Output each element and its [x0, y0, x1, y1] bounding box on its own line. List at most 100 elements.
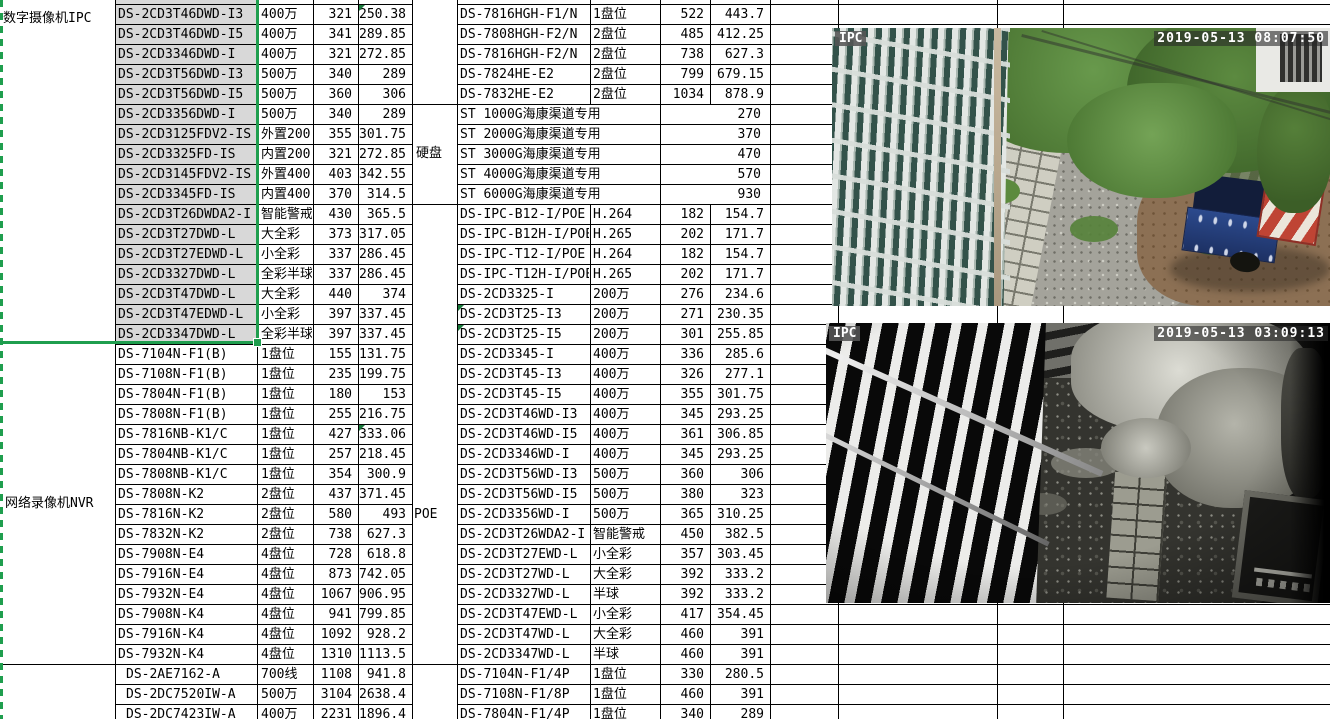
cell-price-net[interactable]: 289	[382, 67, 406, 82]
cell-price-dealer[interactable]: 427	[328, 427, 352, 442]
cell-price-dealer[interactable]: 460	[680, 687, 704, 702]
cell-price-net[interactable]: 306	[382, 87, 406, 102]
cell-price-dealer[interactable]: 397	[328, 307, 352, 322]
cell-price-dealer[interactable]: 235	[328, 367, 352, 382]
cell-price-net[interactable]: 878.9	[724, 87, 764, 102]
cell-model[interactable]: DS-7916N-E4	[118, 567, 205, 582]
cell-spec[interactable]: 内置200	[261, 147, 311, 162]
cell-spec[interactable]: 500万	[593, 487, 630, 502]
cell-price-net[interactable]: 286.45	[359, 247, 406, 262]
cell-spec[interactable]: 400万	[261, 7, 298, 22]
cell-price-net[interactable]: 627.3	[724, 47, 764, 62]
cell-price-dealer[interactable]: 360	[680, 467, 704, 482]
cell-price-net[interactable]: 293.25	[717, 407, 764, 422]
cell-model[interactable]: DS-7804N-F1/4P	[460, 707, 570, 719]
cell-price-net[interactable]: 391	[740, 627, 764, 642]
cell-price-net[interactable]: 285.6	[724, 347, 764, 362]
cell-price-dealer[interactable]: 3104	[320, 687, 352, 702]
cell-price-net[interactable]: 216.75	[359, 407, 406, 422]
cell-spec[interactable]: 400万	[593, 427, 630, 442]
cell-model[interactable]: DS-2CD3T47WD-L	[460, 627, 570, 642]
cell-price-net[interactable]: 391	[740, 687, 764, 702]
cell-model[interactable]: DS-7816NB-K1/C	[118, 427, 228, 442]
cell-price-dealer[interactable]: 485	[680, 27, 704, 42]
cell-price-net[interactable]: 382.5	[724, 527, 764, 542]
cell-price-net[interactable]: 218.45	[359, 447, 406, 462]
cell-price-net[interactable]: 280.5	[724, 667, 764, 682]
cell-price-dealer[interactable]: 180	[328, 387, 352, 402]
cell-price-net[interactable]: 337.45	[359, 327, 406, 342]
cell-price-dealer[interactable]: 450	[680, 527, 704, 542]
selection-border-left[interactable]	[0, 0, 3, 719]
cell-spec[interactable]: 400万	[261, 47, 298, 62]
cell-model[interactable]: ST 1000G海康渠道专用	[460, 107, 601, 122]
cell-model[interactable]: DS-2CD3T46WD-I5	[460, 427, 578, 442]
cell-price-dealer[interactable]: 370	[328, 187, 352, 202]
cell-spec[interactable]: 智能警戒	[261, 207, 312, 222]
cell-price-dealer[interactable]: 738	[680, 47, 704, 62]
cell-spec[interactable]: 1盘位	[261, 367, 295, 382]
cell-model[interactable]: DS-7808NB-K1/C	[118, 467, 228, 482]
cell-price-net[interactable]: 365.5	[366, 207, 406, 222]
cell-spec[interactable]: H.264	[593, 247, 633, 262]
cell-price-dealer[interactable]: 202	[680, 227, 704, 242]
cell-model[interactable]: DS-2CD3T47DWD-L	[118, 287, 236, 302]
cell-spec[interactable]: 2盘位	[593, 27, 627, 42]
cell-model[interactable]: DS-IPC-T12H-I/POE	[460, 267, 589, 282]
cell-price-net[interactable]: 230.35	[717, 307, 764, 322]
cell-price-dealer[interactable]: 2231	[320, 707, 352, 719]
cell-model[interactable]: DS-2CD3327DWD-L	[118, 267, 236, 282]
cell-model[interactable]: DS-2CD3347WD-L	[460, 647, 570, 662]
cell-spec[interactable]: 1盘位	[593, 687, 627, 702]
cell-price-net[interactable]: 618.8	[366, 547, 406, 562]
cell-model[interactable]: DS-7932N-K4	[118, 647, 205, 662]
cell-spec[interactable]: 外置400	[261, 167, 311, 182]
cell-model[interactable]: ST 4000G海康渠道专用	[460, 167, 601, 182]
cell-price-net[interactable]: 154.7	[724, 207, 764, 222]
cell-spec[interactable]: 外置200	[261, 127, 311, 142]
cell-price-dealer[interactable]: 357	[680, 547, 704, 562]
cell-model[interactable]: DS-7104N-F1(B)	[118, 347, 228, 362]
cell-price-net[interactable]: 354.45	[717, 607, 764, 622]
cell-spec[interactable]: 2盘位	[261, 527, 295, 542]
cell-price-net[interactable]: 301.75	[359, 127, 406, 142]
cell-price-dealer[interactable]: 321	[328, 147, 352, 162]
cell-spec[interactable]: H.265	[593, 227, 633, 242]
cell-model[interactable]: DS-2CD3T46DWD-I5	[118, 27, 244, 42]
cell-price-net[interactable]: 930	[737, 187, 761, 202]
cell-model[interactable]: DS-2CD3T27WD-L	[460, 567, 570, 582]
category-label-hdd[interactable]: 硬盘	[416, 146, 443, 161]
cell-price-dealer[interactable]: 336	[680, 347, 704, 362]
cell-price-net[interactable]: 323	[740, 487, 764, 502]
cell-price-dealer[interactable]: 257	[328, 447, 352, 462]
cell-price-dealer[interactable]: 365	[680, 507, 704, 522]
cell-price-dealer[interactable]: 437	[328, 487, 352, 502]
cell-model[interactable]: DS-7108N-F1/8P	[460, 687, 570, 702]
cell-spec[interactable]: 全彩半球	[261, 267, 312, 282]
cell-model[interactable]: DS-IPC-B12-I/POE	[460, 207, 586, 222]
cell-model[interactable]: ST 3000G海康渠道专用	[460, 147, 601, 162]
cell-price-dealer[interactable]: 340	[328, 107, 352, 122]
cell-model[interactable]: ST 2000G海康渠道专用	[460, 127, 601, 142]
cell-price-net[interactable]: 171.7	[724, 227, 764, 242]
cell-price-net[interactable]: 289	[740, 707, 764, 719]
selection-border-right[interactable]	[256, 0, 259, 344]
cell-model[interactable]: DS-2CD3325-I	[460, 287, 554, 302]
cell-price-net[interactable]: 270	[737, 107, 761, 122]
cell-model[interactable]: DS-7832N-K2	[118, 527, 205, 542]
cell-spec[interactable]: 1盘位	[593, 707, 627, 719]
cell-price-dealer[interactable]: 271	[680, 307, 704, 322]
cell-spec[interactable]: 1盘位	[261, 427, 295, 442]
cell-price-net[interactable]: 272.85	[359, 47, 406, 62]
cell-price-net[interactable]: 333.2	[724, 587, 764, 602]
cell-model[interactable]: DS-2CD3T25-I3	[460, 307, 562, 322]
cell-spec[interactable]: 400万	[593, 407, 630, 422]
cell-model[interactable]: DS-2CD3T27DWD-L	[118, 227, 236, 242]
cell-price-dealer[interactable]: 182	[680, 247, 704, 262]
cell-spec[interactable]: 2盘位	[593, 67, 627, 82]
cell-spec[interactable]: 1盘位	[261, 387, 295, 402]
selection-border-bottom[interactable]	[0, 341, 259, 344]
cell-spec[interactable]: 1盘位	[593, 667, 627, 682]
cell-model[interactable]: DS-2CD3T56DWD-I3	[118, 67, 244, 82]
cell-model[interactable]: DS-7804N-F1(B)	[118, 387, 228, 402]
